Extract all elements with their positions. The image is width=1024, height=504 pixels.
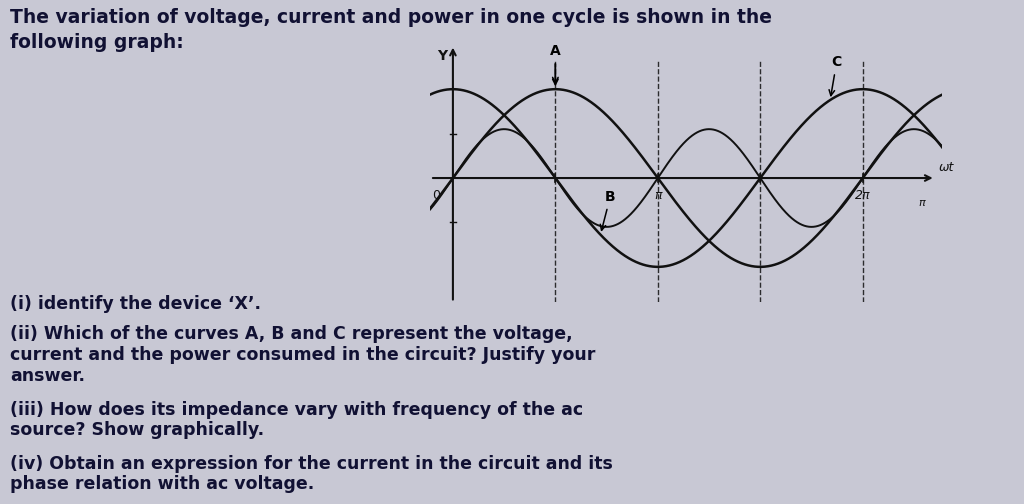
Text: A: A [550, 44, 561, 85]
Text: C: C [829, 55, 842, 96]
Text: B: B [600, 190, 615, 230]
Text: (iv) Obtain an expression for the current in the circuit and its
phase relation : (iv) Obtain an expression for the curren… [10, 455, 613, 493]
Text: π: π [919, 198, 925, 208]
Text: ωt: ωt [939, 161, 954, 174]
Text: (i) identify the device ‘X’.: (i) identify the device ‘X’. [10, 295, 261, 313]
Text: 2π: 2π [855, 188, 870, 202]
Text: (iii) How does its impedance vary with frequency of the ac
source? Show graphica: (iii) How does its impedance vary with f… [10, 401, 584, 439]
Text: Y: Y [437, 49, 447, 63]
Text: (ii) Which of the curves A, B and C represent the voltage,
current and the power: (ii) Which of the curves A, B and C repr… [10, 325, 596, 385]
Text: following graph:: following graph: [10, 33, 184, 52]
Text: The variation of voltage, current and power in one cycle is shown in the: The variation of voltage, current and po… [10, 8, 772, 27]
Text: 0: 0 [432, 188, 440, 202]
Text: π: π [654, 188, 662, 202]
